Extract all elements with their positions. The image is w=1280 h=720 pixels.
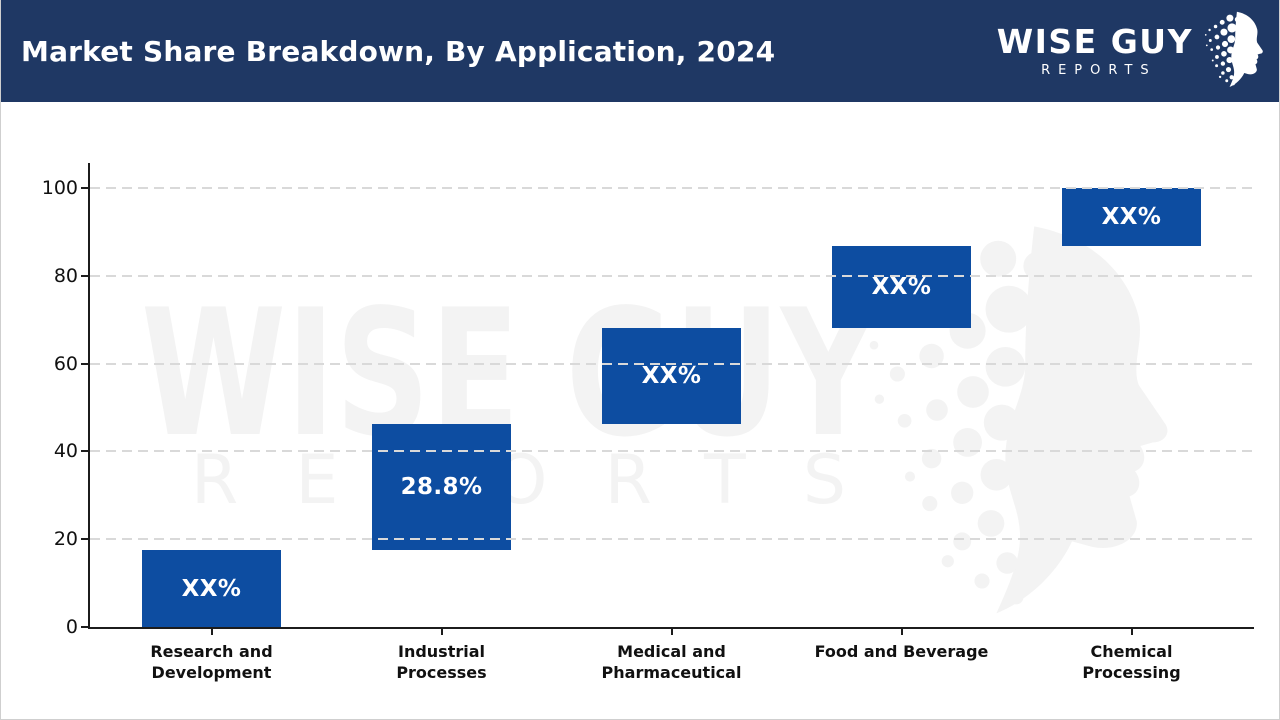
y-tick-label: 0: [65, 616, 78, 638]
y-axis-tick: [81, 626, 88, 628]
brand-logo: WISE GUY REPORTS: [997, 8, 1267, 94]
brand-name: WISE GUY: [996, 22, 1193, 61]
x-axis-tick: [210, 629, 213, 635]
header-bar: Market Share Breakdown, By Application, …: [1, 0, 1279, 102]
category-label-line: Industrial: [397, 642, 485, 661]
category-label: Chemical Processing: [1012, 641, 1252, 683]
gridline: [90, 187, 1254, 189]
y-axis-tick: [81, 274, 88, 277]
category-label-line: Medical and: [617, 642, 726, 661]
bar-segment: [372, 423, 511, 551]
gridline: [90, 538, 1254, 541]
y-axis-line: [88, 163, 90, 629]
bar-value-label: XX%: [1101, 203, 1162, 230]
page-title: Market Share Breakdown, By Application, …: [21, 34, 776, 68]
bar-value-label: XX%: [181, 575, 242, 602]
category-label-line: Food and Beverage: [814, 642, 989, 661]
category-label-line: Processing: [1082, 663, 1181, 682]
x-axis-tick: [670, 629, 673, 635]
bar-value-label: XX%: [641, 362, 702, 389]
y-axis-tick: [81, 450, 88, 453]
y-axis-tick: [81, 538, 88, 541]
bar-value-label: 28.8%: [400, 473, 483, 500]
x-axis-tick: [440, 629, 443, 635]
brand-logo-text: WISE GUY REPORTS: [996, 22, 1193, 79]
x-axis-tick: [1130, 629, 1133, 635]
category-label-line: Research and: [150, 642, 273, 661]
category-label-line: Chemical: [1090, 642, 1173, 661]
y-tick-label: 80: [53, 264, 78, 287]
category-label-line: Development: [151, 663, 272, 682]
category-label-line: Processes: [396, 663, 487, 682]
x-axis-tick: [900, 629, 903, 635]
y-tick-label: 100: [41, 177, 78, 199]
bar-segment: [142, 550, 281, 627]
bar-value-label: XX%: [871, 273, 932, 300]
category-label: Food and Beverage: [782, 641, 1022, 662]
category-label-line: Pharmaceutical: [601, 663, 742, 682]
y-axis-tick: [81, 187, 88, 189]
x-axis-line: [88, 627, 1254, 629]
category-label: Research and Development: [92, 641, 332, 683]
bar-segment: [602, 328, 741, 424]
gridline: [90, 450, 1254, 453]
y-axis-tick: [81, 362, 88, 365]
brand-subtitle: REPORTS: [1041, 63, 1157, 78]
y-tick-label: 20: [53, 528, 78, 551]
category-label: Industrial Processes: [322, 641, 562, 683]
y-tick-label: 40: [53, 440, 78, 463]
gridline: [90, 362, 1254, 365]
gridline: [90, 274, 1254, 277]
category-label: Medical and Pharmaceutical: [552, 641, 792, 683]
wise-guy-head-icon: [1197, 9, 1267, 93]
y-tick-label: 60: [53, 352, 78, 375]
